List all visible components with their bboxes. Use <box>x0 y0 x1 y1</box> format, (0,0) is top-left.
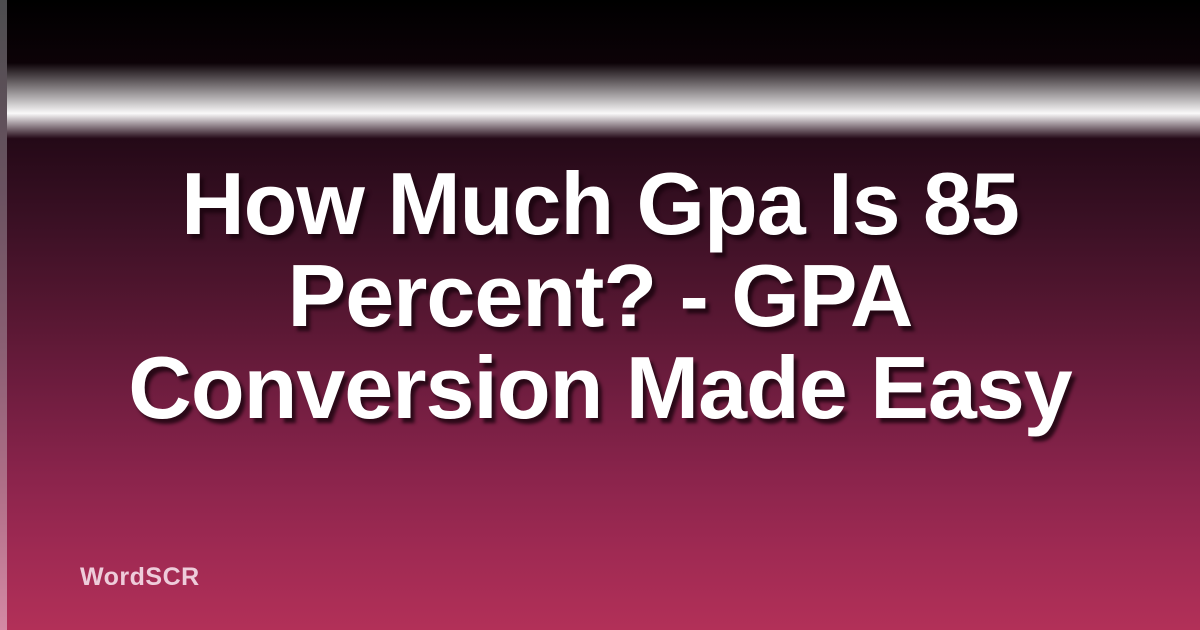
title-line-2: Percent? - GPA <box>287 246 914 345</box>
brand-logo-text: WordSCR <box>80 563 200 591</box>
left-edge-strip <box>0 0 7 630</box>
title-line-1: How Much Gpa Is 85 <box>181 154 1020 253</box>
page-title: How Much Gpa Is 85 Percent? - GPA Conver… <box>0 158 1200 434</box>
title-line-3: Conversion Made Easy <box>128 338 1072 437</box>
